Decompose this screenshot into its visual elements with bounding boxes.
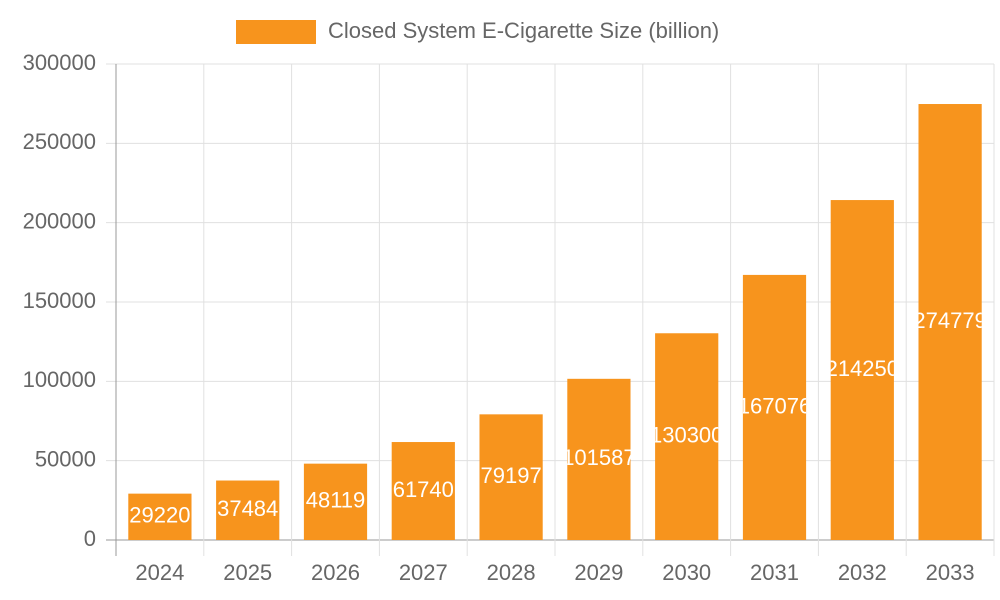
data-label: 130300	[650, 422, 723, 447]
bar	[567, 378, 631, 540]
x-tick-label: 2027	[399, 560, 448, 585]
bar	[128, 493, 192, 540]
bar	[216, 480, 280, 540]
data-label: 61740	[393, 477, 454, 502]
x-tick-label: 2033	[926, 560, 975, 585]
bar	[303, 463, 368, 540]
data-label: 29220	[129, 503, 190, 528]
data-label: 167076	[738, 393, 811, 418]
data-label: 214250	[826, 356, 899, 381]
y-tick-label: 250000	[23, 129, 96, 154]
bar	[918, 104, 982, 540]
y-tick-label: 300000	[23, 50, 96, 75]
data-label: 79197	[481, 463, 542, 488]
x-tick-label: 2026	[311, 560, 360, 585]
data-label: 101587	[562, 445, 635, 470]
y-tick-label: 50000	[35, 446, 96, 471]
legend-label: Closed System E-Cigarette Size (billion)	[328, 18, 719, 43]
x-tick-label: 2029	[574, 560, 623, 585]
bar	[479, 414, 543, 540]
bar	[742, 274, 807, 540]
y-tick-label: 150000	[23, 288, 96, 313]
x-tick-label: 2028	[487, 560, 536, 585]
data-label: 37484	[217, 496, 278, 521]
x-tick-label: 2032	[838, 560, 887, 585]
bar	[655, 333, 719, 540]
y-tick-label: 200000	[23, 208, 96, 233]
bar	[391, 442, 455, 540]
x-tick-label: 2024	[135, 560, 184, 585]
x-tick-label: 2031	[750, 560, 799, 585]
y-tick-label: 0	[84, 526, 96, 551]
data-label: 274779	[913, 308, 986, 333]
x-tick-label: 2025	[223, 560, 272, 585]
bar	[830, 200, 894, 540]
y-tick-label: 100000	[23, 367, 96, 392]
x-tick-label: 2030	[662, 560, 711, 585]
legend-swatch	[236, 20, 316, 44]
data-label: 48119	[306, 488, 366, 513]
